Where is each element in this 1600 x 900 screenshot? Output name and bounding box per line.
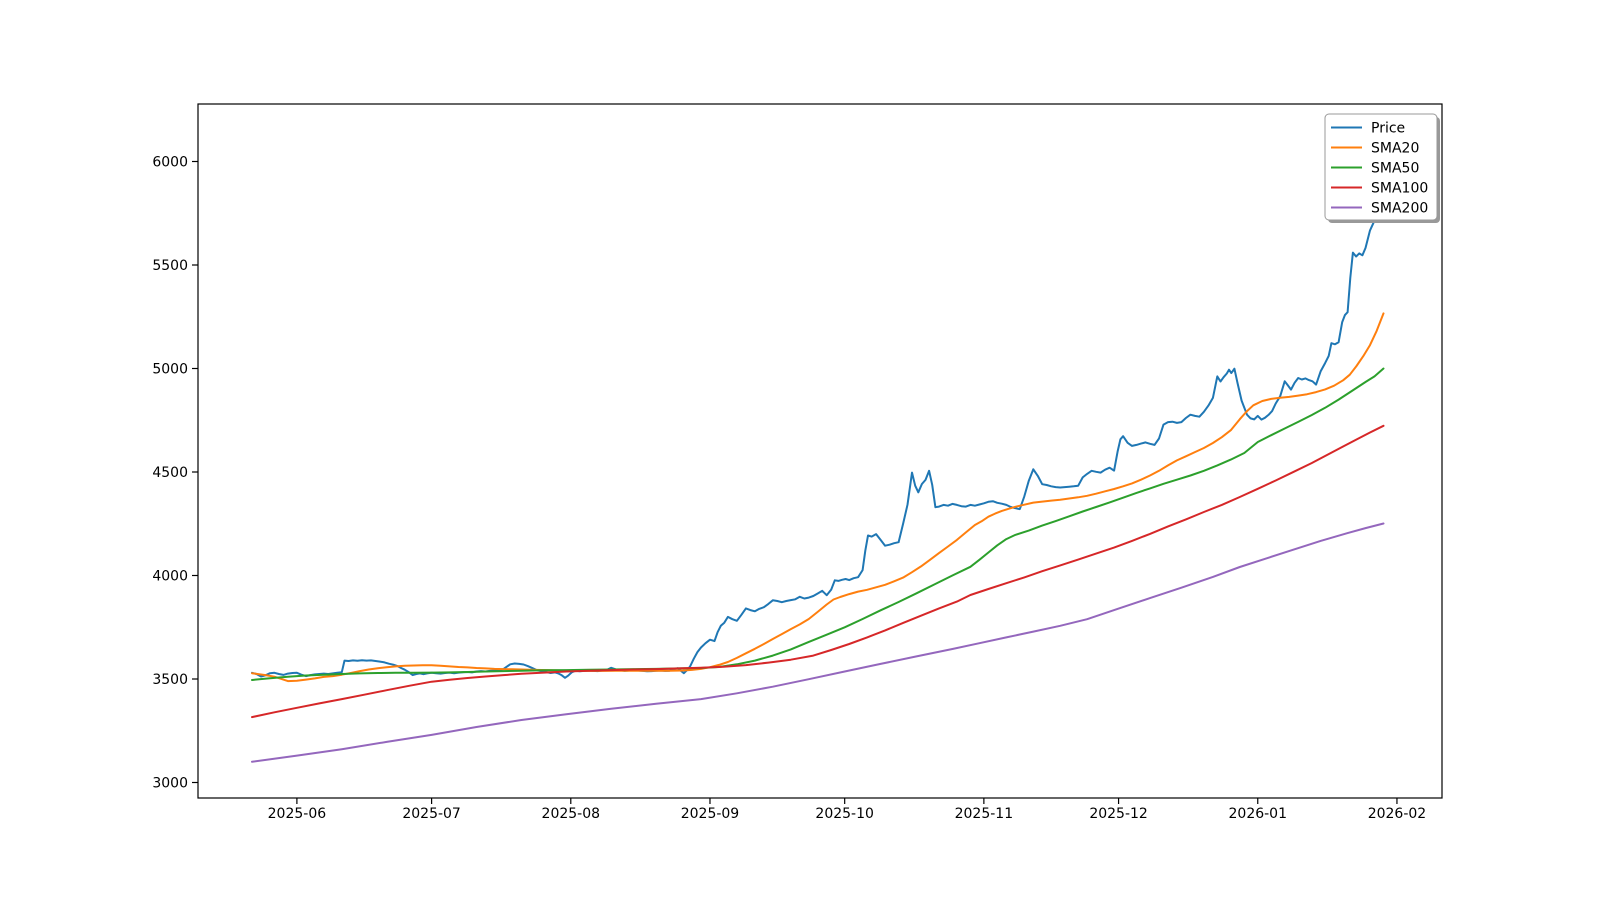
legend: Price SMA20 SMA50 SMA100 SMA200 — [1324, 113, 1440, 223]
legend-label-sma20: SMA20 — [1371, 141, 1419, 157]
legend-box — [1324, 113, 1438, 221]
y-axis-tick-label: 3500 — [152, 672, 188, 688]
x-axis-tick-label: 2025-10 — [815, 806, 874, 822]
x-axis-tick-label: 2025-08 — [542, 806, 601, 822]
x-axis: 2025-06 2025-07 2025-08 2025-09 2025-10 2025-… — [268, 798, 1427, 822]
y-axis-tick-label: 3000 — [152, 776, 188, 792]
sma50-line — [251, 367, 1385, 681]
y-axis: 3000 3500 4000 4500 5000 5500 6000 — [152, 155, 198, 792]
y-axis-tick-label: 5000 — [152, 362, 188, 378]
x-axis-tick-label: 2025-11 — [955, 806, 1014, 822]
x-axis-tick-label: 2025-09 — [681, 806, 740, 822]
y-axis-tick-label: 4000 — [152, 569, 188, 585]
x-axis-tick-label: 2025-12 — [1089, 806, 1148, 822]
legend-item-sma100: SMA100 — [1331, 181, 1428, 197]
legend-label-sma50: SMA50 — [1371, 161, 1419, 177]
plot-border — [197, 103, 1443, 799]
legend-item-sma200: SMA200 — [1331, 201, 1428, 217]
legend-item-price: Price — [1331, 121, 1405, 137]
legend-label-sma200: SMA200 — [1371, 201, 1428, 217]
x-axis-tick-label: 2025-06 — [268, 806, 327, 822]
sma200-line — [251, 522, 1385, 763]
x-axis-tick-label: 2026-01 — [1229, 806, 1288, 822]
legend-label-price: Price — [1371, 121, 1405, 137]
sma100-line — [251, 424, 1385, 719]
legend-item-sma50: SMA50 — [1331, 161, 1419, 177]
y-axis-tick-label: 5500 — [152, 258, 188, 274]
x-axis-tick-label: 2026-02 — [1368, 806, 1427, 822]
y-axis-tick-label: 6000 — [152, 155, 188, 171]
plot-series — [251, 139, 1385, 763]
legend-label-sma100: SMA100 — [1371, 181, 1428, 197]
x-axis-tick-label: 2025-07 — [402, 806, 461, 822]
sma20-line — [251, 312, 1385, 683]
legend-item-sma20: SMA20 — [1331, 141, 1419, 157]
y-axis-tick-label: 4500 — [152, 465, 188, 481]
